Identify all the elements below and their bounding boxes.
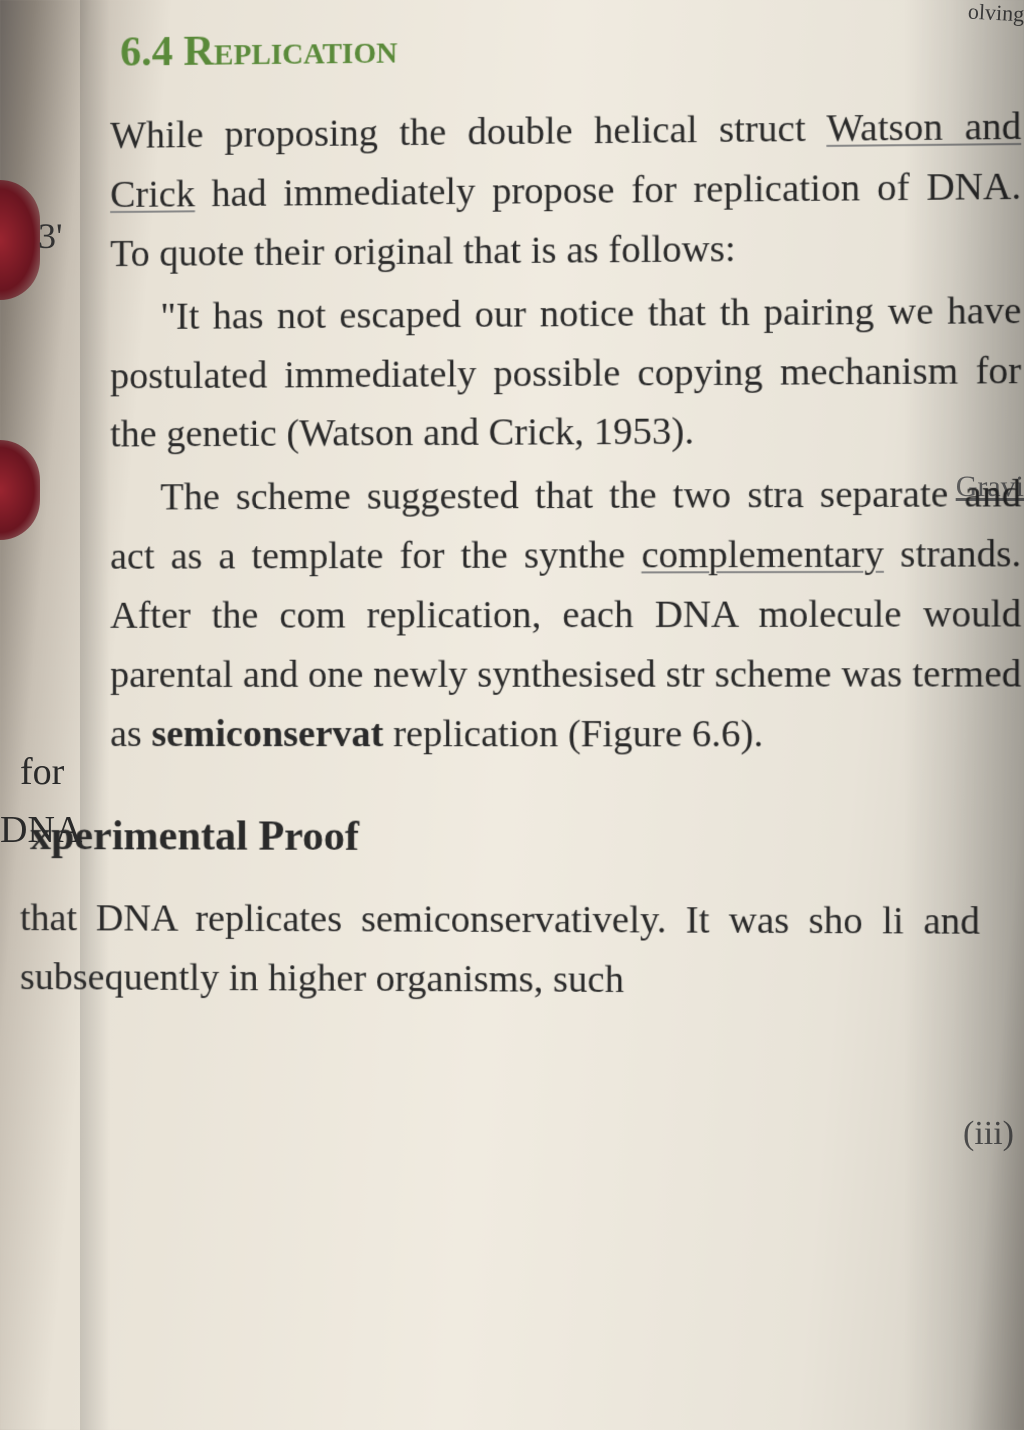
quote-paragraph: "It has not escaped our notice that th p…	[110, 281, 1021, 465]
p1-line2: had immediately propose	[195, 169, 615, 215]
body-text: While proposing the double helical struc…	[110, 97, 1024, 1012]
quote-l4: (Watson and Crick, 1953).	[286, 411, 694, 455]
paragraph-2: The scheme suggested that the two stra s…	[110, 465, 1021, 765]
proof-paragraph: that DNA replicates semiconservatively. …	[20, 889, 1021, 1012]
quote-l1: "It has not escaped our notice that th	[160, 291, 750, 337]
semiconservative-bold: semiconservat	[151, 713, 383, 755]
p2-l4: replication, each DNA molecule would	[367, 593, 1022, 637]
p1-line1: While proposing the double helical struc…	[110, 108, 806, 157]
section-number: 6.4	[120, 29, 173, 76]
p1-line4: that is as follows:	[463, 228, 735, 273]
section-title: Replication	[183, 26, 397, 75]
p2-l5: parental and one newly synthesised str	[110, 653, 704, 696]
proof-l1: that DNA replicates semiconservatively. …	[20, 897, 863, 942]
experimental-proof-heading: xperimental Proof	[30, 804, 1021, 872]
section-heading: 6.4 Replication	[120, 18, 1024, 77]
textbook-page: 6.4 Replication While proposing the doub…	[0, 0, 1024, 1430]
complementary-underlined: complementary	[641, 533, 884, 576]
paragraph-1: While proposing the double helical struc…	[110, 97, 1021, 284]
p2-l1: The scheme suggested that the two stra	[160, 474, 803, 519]
p2-l7: replication (Figure 6.6).	[393, 713, 763, 756]
